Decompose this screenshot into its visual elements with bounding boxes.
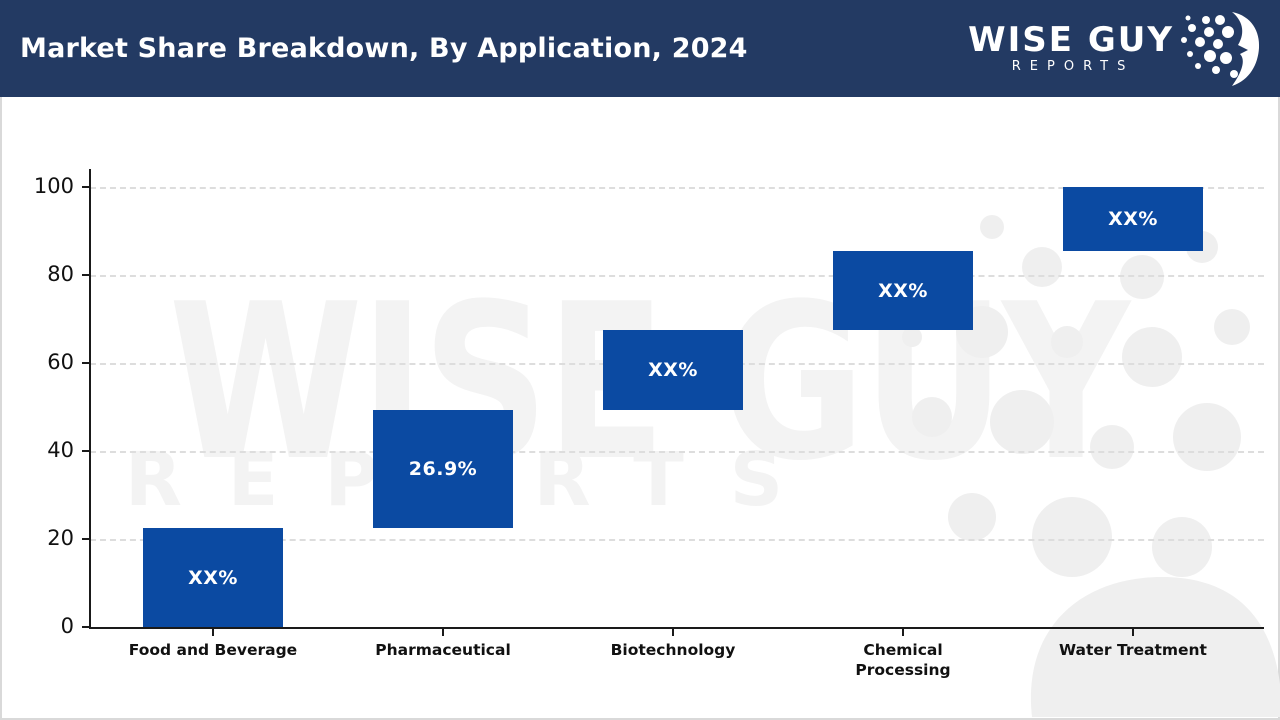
brand-name: WISE GUY <box>968 20 1174 60</box>
brand-logo-text: WISE GUY REPORTS <box>968 23 1174 74</box>
x-category-label-chemical-processing: Chemical Processing <box>855 641 951 679</box>
gridline-40 <box>90 451 1264 453</box>
y-tick-80 <box>82 274 89 276</box>
gridline-100 <box>90 187 1264 189</box>
y-tick-0 <box>82 626 89 628</box>
brand-subname: REPORTS <box>1011 59 1135 74</box>
y-tick-label-60: 60 <box>47 350 74 374</box>
bar-food-and-beverage: XX% <box>143 528 283 627</box>
x-tick-water-treatment <box>1132 629 1134 636</box>
x-tick-food-and-beverage <box>212 629 214 636</box>
bar-value-label: XX% <box>188 566 238 589</box>
logo-face-icon <box>1181 11 1260 86</box>
y-axis-line <box>89 169 91 627</box>
x-category-label-food-and-beverage: Food and Beverage <box>128 641 298 659</box>
y-tick-60 <box>82 362 89 364</box>
bar-value-label: XX% <box>1108 208 1158 231</box>
y-tick-100 <box>82 186 89 188</box>
y-tick-label-80: 80 <box>47 262 74 286</box>
y-tick-label-0: 0 <box>60 614 74 638</box>
gridline-20 <box>90 539 1264 541</box>
bar-biotechnology: XX% <box>603 330 743 410</box>
y-tick-label-20: 20 <box>47 526 74 550</box>
header-bar: Market Share Breakdown, By Application, … <box>0 0 1280 97</box>
bar-water-treatment: XX% <box>1063 187 1203 252</box>
y-tick-label-40: 40 <box>47 438 74 462</box>
watermark-brand-text: WISE GUY <box>168 257 1130 508</box>
x-tick-chemical-processing <box>902 629 904 636</box>
brand-logo: WISE GUY REPORTS <box>968 10 1280 88</box>
bar-chemical-processing: XX% <box>833 251 973 330</box>
bar-pharmaceutical: 26.9% <box>373 409 513 528</box>
y-tick-40 <box>82 450 89 452</box>
x-tick-pharmaceutical <box>442 629 444 636</box>
bar-value-label: 26.9% <box>408 457 478 480</box>
y-tick-20 <box>82 538 89 540</box>
page-title: Market Share Breakdown, By Application, … <box>20 33 748 64</box>
bar-value-label: XX% <box>878 279 928 302</box>
gridline-80 <box>90 275 1264 277</box>
x-category-label-water-treatment: Water Treatment <box>1059 641 1207 659</box>
x-category-label-pharmaceutical: Pharmaceutical <box>375 641 511 659</box>
bar-value-label: XX% <box>648 358 698 381</box>
x-axis-line <box>89 627 1264 629</box>
y-tick-label-100: 100 <box>33 174 74 198</box>
x-tick-biotechnology <box>672 629 674 636</box>
x-category-label-biotechnology: Biotechnology <box>610 641 736 659</box>
